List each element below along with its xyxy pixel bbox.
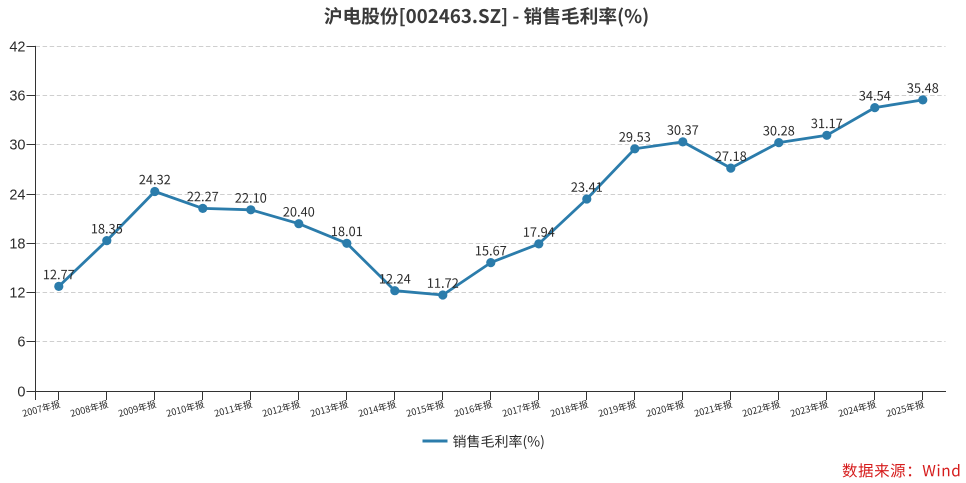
svg-text:30: 30 (9, 138, 25, 154)
svg-text:18: 18 (9, 237, 25, 253)
svg-text:24: 24 (9, 188, 25, 204)
svg-text:6: 6 (17, 335, 25, 351)
svg-text:36: 36 (9, 89, 25, 105)
svg-text:12: 12 (9, 286, 25, 302)
svg-text:0: 0 (17, 385, 25, 401)
svg-text:42: 42 (9, 40, 25, 56)
